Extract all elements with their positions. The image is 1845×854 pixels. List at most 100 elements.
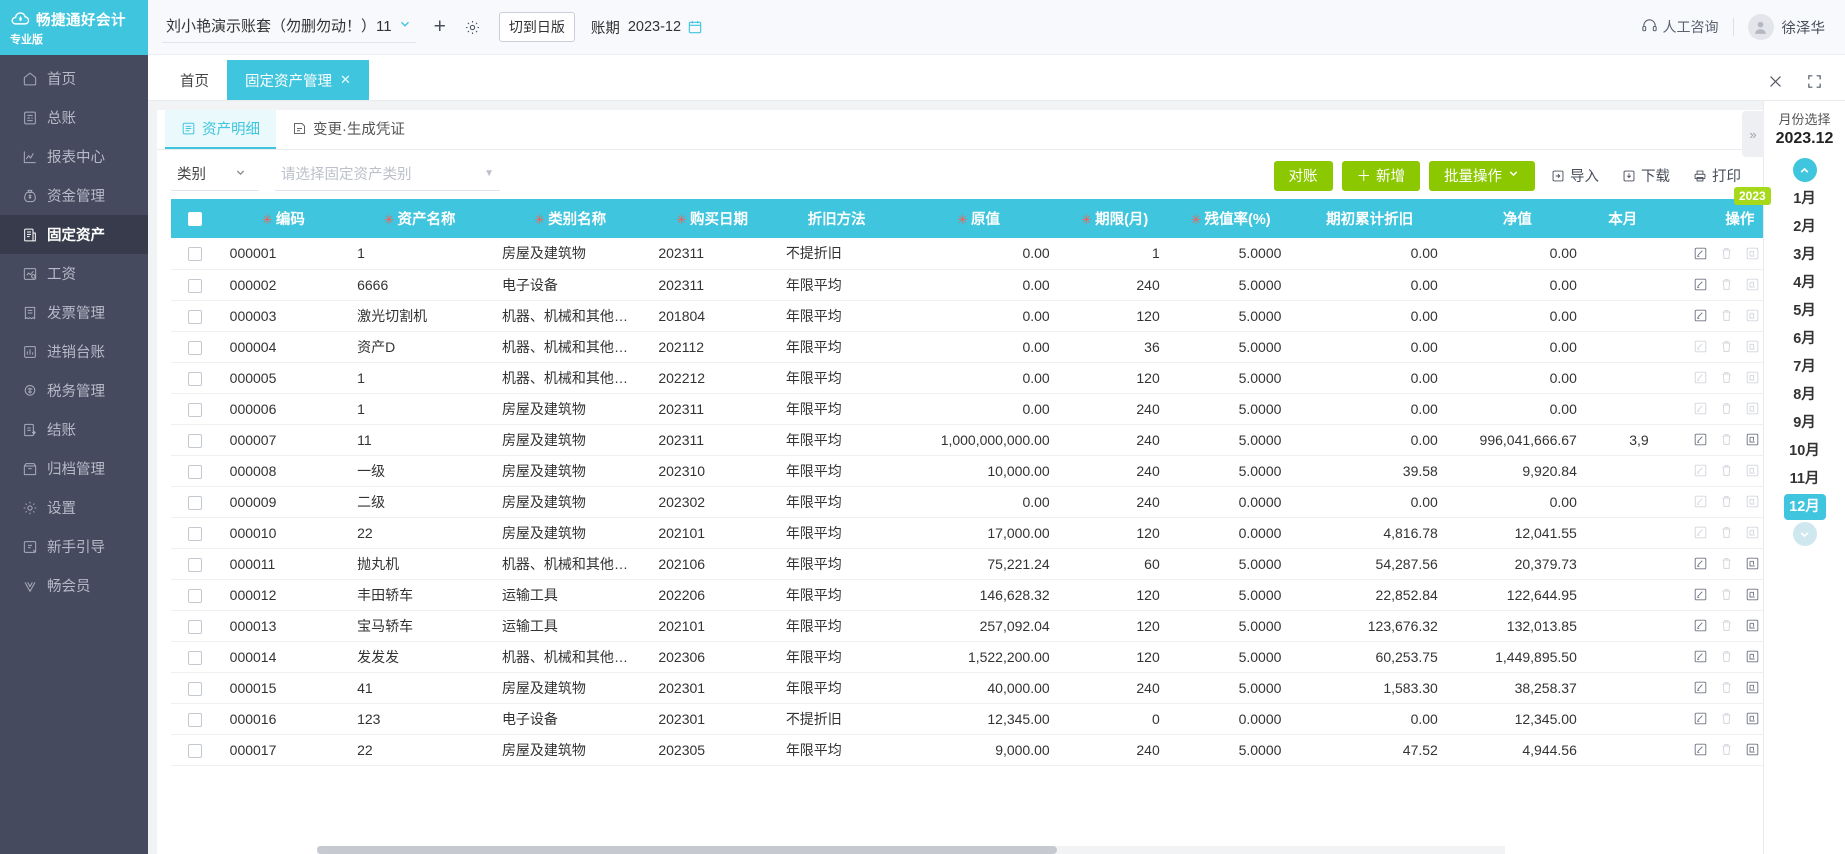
tab-0[interactable]: 首页	[162, 60, 227, 100]
row-checkbox[interactable]	[188, 557, 203, 572]
month-item-12[interactable]: 12月	[1783, 494, 1826, 520]
month-item-8[interactable]: 8月	[1793, 387, 1816, 403]
row-checkbox-cell[interactable]	[171, 424, 220, 456]
column-header-method[interactable]: 折旧方法	[775, 199, 898, 238]
year-badge[interactable]: 2023	[1734, 187, 1771, 205]
row-checkbox-cell[interactable]	[171, 486, 220, 518]
tab-close-icon[interactable]: ✕	[340, 72, 351, 87]
asset-category-input[interactable]: 请选择固定资产类别 ▼	[275, 160, 500, 191]
edit-icon[interactable]	[1693, 246, 1708, 261]
edit-icon[interactable]	[1693, 432, 1708, 447]
settings-gear-icon[interactable]	[464, 19, 481, 36]
column-header-net_value[interactable]: 净值	[1447, 199, 1587, 238]
reconcile-button[interactable]: 对账	[1273, 160, 1333, 191]
row-checkbox[interactable]	[188, 464, 203, 479]
row-checkbox-cell[interactable]	[171, 641, 220, 673]
column-header-category[interactable]: ✳ 类别名称	[491, 199, 649, 238]
row-checkbox[interactable]	[188, 495, 203, 510]
row-checkbox-cell[interactable]	[171, 672, 220, 704]
row-checkbox[interactable]	[188, 340, 203, 355]
table-row[interactable]: 000012 丰田轿车 运输工具 202206 年限平均 146,628.32 120 5.0…	[171, 579, 1821, 611]
double-chevron-right-icon[interactable]: »	[1742, 111, 1764, 157]
column-header-name[interactable]: ✳ 资产名称	[347, 199, 492, 238]
table-row[interactable]: 000003 激光切割机 机器、机械和其他生... 201804 年限平均 0.00 120…	[171, 300, 1821, 332]
table-row[interactable]: 000002 6666 电子设备 202311 年限平均 0.00 240 5.0000 0.0…	[171, 269, 1821, 301]
month-item-6[interactable]: 6月	[1793, 331, 1816, 347]
edit-icon[interactable]	[1693, 277, 1708, 292]
edit-icon[interactable]	[1693, 618, 1708, 633]
month-item-9[interactable]: 9月	[1793, 415, 1816, 431]
user-avatar-icon[interactable]	[1747, 14, 1774, 40]
batch-operation-button[interactable]: 批量操作	[1429, 160, 1535, 191]
month-item-7[interactable]: 7月	[1793, 359, 1816, 375]
download-button[interactable]: 下载	[1615, 161, 1677, 191]
table-row[interactable]: 000009 二级 房屋及建筑物 202302 年限平均 0.00 240 0.0000 0.0…	[171, 486, 1821, 518]
import-button[interactable]: 导入	[1544, 161, 1606, 191]
edit-icon[interactable]	[1693, 711, 1708, 726]
calendar-icon[interactable]	[687, 19, 703, 35]
table-row[interactable]: 000001 1 房屋及建筑物 202311 不提折旧 0.00 1 5.0000 0.00 0.…	[171, 238, 1821, 270]
sidebar-item-10[interactable]: 归档管理	[0, 449, 148, 488]
edit-icon[interactable]	[1693, 308, 1708, 323]
row-checkbox-cell[interactable]	[171, 238, 220, 270]
column-header-code[interactable]: ✳ 编码	[219, 199, 348, 238]
row-checkbox-cell[interactable]	[171, 362, 220, 394]
subtab-1[interactable]: 变更·生成凭证	[276, 110, 421, 149]
category-type-select[interactable]: 类别	[171, 160, 259, 191]
row-checkbox-cell[interactable]	[171, 610, 220, 642]
scrollbar-thumb-horizontal[interactable]	[317, 846, 1057, 854]
sidebar-item-11[interactable]: 设置	[0, 488, 148, 527]
chevron-down-circle-icon[interactable]	[1792, 522, 1817, 546]
account-book-selector[interactable]: 刘小艳演示账套（勿删勿动！）11	[162, 11, 416, 43]
row-checkbox[interactable]	[188, 371, 203, 386]
table-row[interactable]: 000006 1 房屋及建筑物 202311 年限平均 0.00 240 5.0000 0.00…	[171, 393, 1821, 425]
month-item-5[interactable]: 5月	[1793, 303, 1816, 319]
copy-icon[interactable]	[1745, 711, 1760, 726]
table-row[interactable]: 000007 11 房屋及建筑物 202311 年限平均 1,000,000,000.00…	[171, 424, 1821, 456]
copy-icon[interactable]	[1745, 742, 1760, 757]
sidebar-item-0[interactable]: 首页	[0, 59, 148, 98]
table-row[interactable]: 000016 123 电子设备 202301 不提折旧 12,345.00 0 0.0000 0…	[171, 703, 1821, 735]
row-checkbox[interactable]	[188, 278, 203, 293]
column-header-residual_rate[interactable]: ✳ 残值率(%)	[1169, 199, 1292, 238]
sidebar-item-5[interactable]: 工资	[0, 254, 148, 293]
row-checkbox[interactable]	[188, 433, 203, 448]
month-item-11[interactable]: 11月	[1789, 471, 1820, 487]
chevron-up-circle-icon[interactable]	[1792, 158, 1817, 182]
column-header-opening_depreciation[interactable]: 期初累计折旧	[1291, 199, 1448, 238]
table-row[interactable]: 000017 22 房屋及建筑物 202305 年限平均 9,000.00 240 5.000…	[171, 734, 1821, 766]
username[interactable]: 徐泽华	[1781, 20, 1826, 37]
row-checkbox-cell[interactable]	[171, 393, 220, 425]
row-checkbox[interactable]	[188, 402, 203, 417]
row-checkbox-cell[interactable]	[171, 734, 220, 766]
edit-icon[interactable]	[1693, 556, 1708, 571]
column-header-original_value[interactable]: ✳ 原值	[897, 199, 1060, 238]
edit-icon[interactable]	[1693, 680, 1708, 695]
column-header-purchase_date[interactable]: ✳ 购买日期	[648, 199, 776, 238]
fullscreen-icon[interactable]	[1806, 73, 1823, 90]
row-checkbox-cell[interactable]	[171, 455, 220, 487]
copy-icon[interactable]	[1745, 618, 1760, 633]
table-row[interactable]: 000013 宝马轿车 运输工具 202101 年限平均 257,092.04 120 5.0…	[171, 610, 1821, 642]
row-checkbox[interactable]	[188, 681, 203, 696]
row-checkbox[interactable]	[188, 650, 203, 665]
copy-icon[interactable]	[1745, 680, 1760, 695]
row-checkbox-cell[interactable]	[171, 703, 220, 735]
month-item-10[interactable]: 10月	[1789, 443, 1820, 459]
edit-icon[interactable]	[1693, 742, 1708, 757]
column-header-months[interactable]: ✳ 期限(月)	[1059, 199, 1170, 238]
sidebar-item-7[interactable]: 进销台账	[0, 332, 148, 371]
table-row[interactable]: 000005 1 机器、机械和其他生... 202212 年限平均 0.00 120 5.00…	[171, 362, 1821, 394]
row-checkbox[interactable]	[188, 247, 203, 262]
table-row[interactable]: 000008 一级 房屋及建筑物 202310 年限平均 10,000.00 240 5.00…	[171, 455, 1821, 487]
row-checkbox-cell[interactable]	[171, 300, 220, 332]
row-checkbox[interactable]	[188, 309, 203, 324]
row-checkbox-cell[interactable]	[171, 331, 220, 363]
sidebar-item-13[interactable]: 畅会员	[0, 566, 148, 605]
tab-1[interactable]: 固定资产管理 ✕	[227, 60, 369, 100]
edit-icon[interactable]	[1693, 649, 1708, 664]
sidebar-item-2[interactable]: 报表中心	[0, 137, 148, 176]
sidebar-item-8[interactable]: 税务管理	[0, 371, 148, 410]
table-horizontal-scrollbar[interactable]	[317, 846, 1505, 854]
row-checkbox[interactable]	[188, 712, 203, 727]
